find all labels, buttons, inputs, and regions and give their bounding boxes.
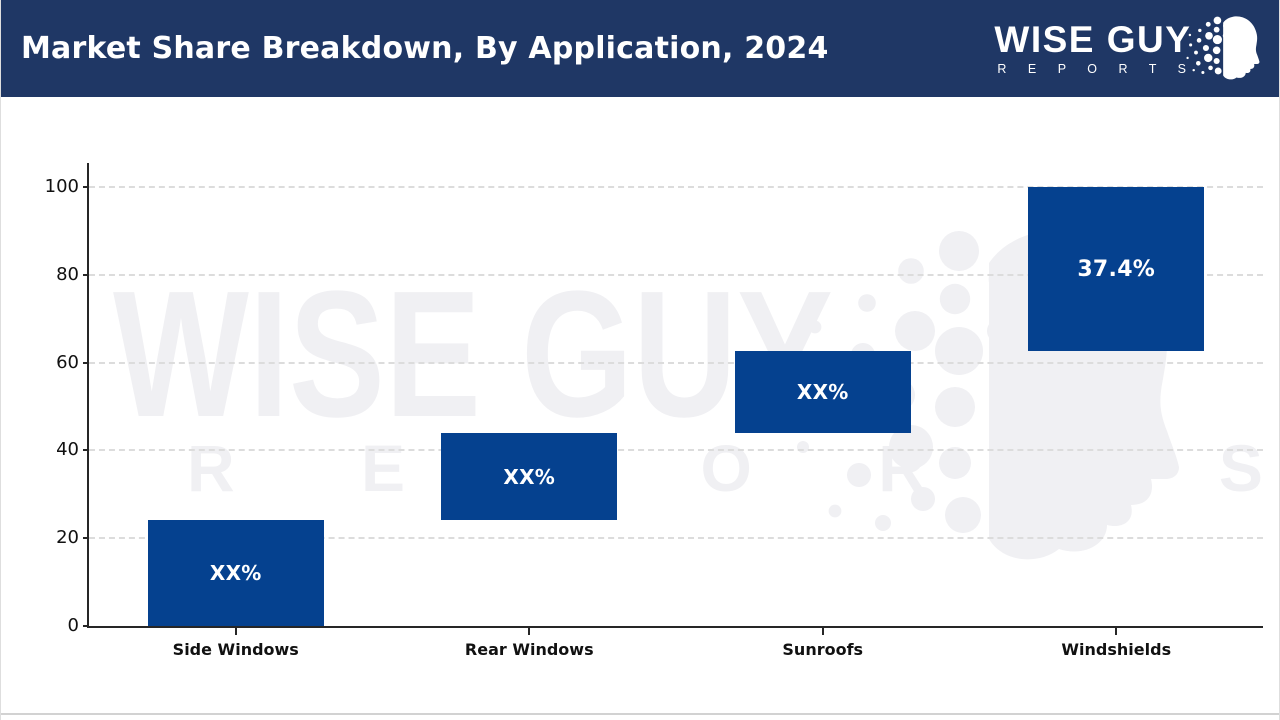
y-tick-40	[83, 449, 89, 452]
y-tick-80	[83, 273, 89, 276]
gridline-20	[89, 537, 1263, 540]
wise-guy-head-icon	[1186, 15, 1260, 79]
y-axis-line	[87, 163, 89, 628]
x-category-label-windshields: Windshields	[1061, 640, 1172, 659]
header-bar: Market Share Breakdown, By Application, …	[1, 0, 1279, 97]
bar-value-label-sunroofs: XX%	[796, 379, 849, 404]
wise-guy-logo: WISE GUY R E P O R T S	[994, 9, 1261, 89]
x-axis-line	[87, 626, 1263, 628]
y-tick-label-100: 100	[44, 176, 79, 197]
x-category-label-rear-windows: Rear Windows	[464, 640, 594, 659]
y-tick-label-20: 20	[56, 527, 79, 549]
x-tick-windshields	[1115, 628, 1118, 635]
bar-windshields: 37.4%	[1028, 187, 1205, 352]
x-tick-side-windows	[234, 628, 237, 635]
bar-value-label-side-windows: XX%	[209, 561, 262, 586]
gridline-60	[89, 361, 1263, 364]
logo-subtext: R E P O R T S	[997, 62, 1195, 76]
page-title: Market Share Breakdown, By Application, …	[21, 31, 829, 66]
bar-value-label-rear-windows: XX%	[503, 464, 556, 489]
y-tick-label-80: 80	[56, 263, 79, 285]
y-tick-60	[83, 361, 89, 364]
gridline-100	[89, 186, 1263, 188]
footer-divider	[1, 713, 1279, 715]
y-tick-100	[83, 186, 89, 188]
y-tick-label-40: 40	[56, 439, 79, 461]
footer-strip	[1, 715, 1279, 720]
logo-wordmark: WISE GUY	[994, 19, 1192, 60]
gridline-40	[89, 449, 1263, 452]
x-category-label-side-windows: Side Windows	[172, 640, 299, 659]
chart-area: WISE GUY R E P O R T S 0 20 40 60 80 100 XX% Si…	[1, 97, 1279, 714]
logo-text: WISE GUY R E P O R T S	[994, 21, 1195, 76]
bar-side-windows: XX%	[147, 520, 324, 626]
y-tick-0	[83, 625, 89, 627]
bar-sunroofs: XX%	[734, 351, 911, 433]
x-category-label-sunroofs: Sunroofs	[782, 640, 864, 659]
x-tick-rear-windows	[528, 628, 531, 635]
y-tick-label-60: 60	[56, 351, 79, 373]
x-tick-sunroofs	[821, 628, 824, 635]
watermark-wordmark: WISE GUY	[113, 254, 834, 455]
bar-value-label-windshields: 37.4%	[1077, 256, 1156, 282]
y-tick-20	[83, 537, 89, 540]
bar-rear-windows: XX%	[441, 432, 618, 521]
y-tick-label-0: 0	[67, 615, 79, 636]
gridline-80	[89, 273, 1263, 276]
